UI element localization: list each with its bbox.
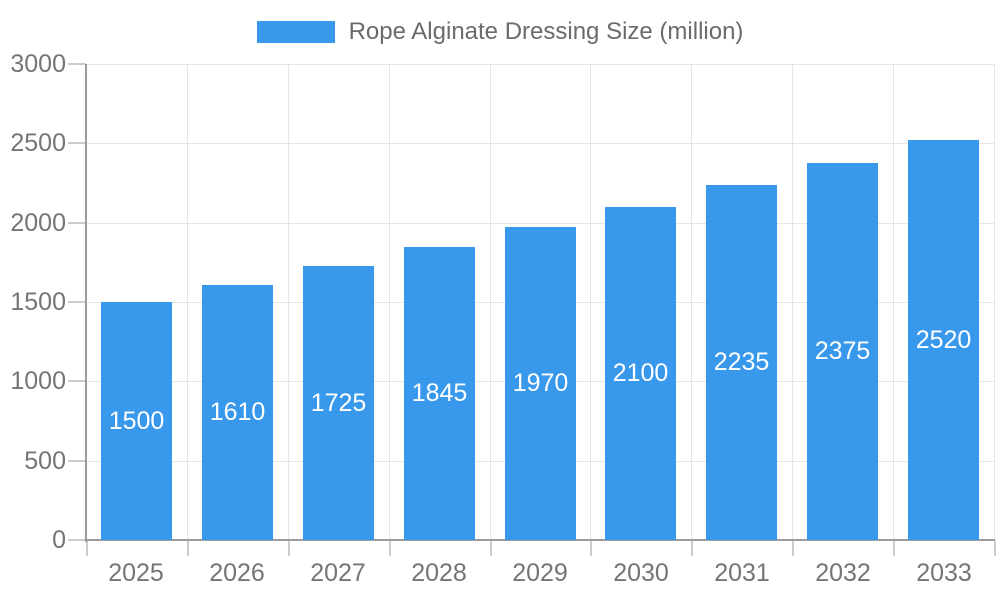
y-axis-label: 3000 bbox=[10, 50, 66, 78]
y-axis-tick bbox=[68, 222, 86, 224]
bar[interactable]: 2375 bbox=[807, 163, 878, 540]
x-gridline bbox=[288, 64, 289, 540]
x-gridline bbox=[490, 64, 491, 540]
bar[interactable]: 1500 bbox=[101, 302, 172, 540]
bar-value-label: 2375 bbox=[814, 337, 871, 365]
legend-swatch bbox=[256, 21, 335, 43]
x-axis-tick bbox=[288, 541, 290, 556]
x-axis-label: 2025 bbox=[108, 559, 164, 587]
y-axis-tick bbox=[68, 142, 86, 144]
bar-value-label: 2520 bbox=[915, 325, 972, 354]
y-gridline bbox=[86, 143, 994, 144]
y-axis-tick bbox=[68, 460, 86, 462]
bar[interactable]: 1610 bbox=[202, 285, 273, 540]
x-axis-tick bbox=[187, 541, 189, 556]
y-axis-label: 0 bbox=[52, 526, 66, 554]
x-axis-tick bbox=[590, 541, 592, 556]
y-axis-tick bbox=[68, 380, 86, 382]
x-axis-label: 2030 bbox=[613, 559, 669, 587]
bar-value-label: 2235 bbox=[713, 348, 770, 376]
y-axis-line bbox=[85, 64, 87, 542]
x-axis-tick bbox=[994, 541, 996, 556]
bar-value-label: 1610 bbox=[209, 398, 266, 426]
x-axis-label: 2029 bbox=[512, 559, 568, 587]
y-axis-tick bbox=[68, 63, 86, 65]
y-axis-label: 500 bbox=[24, 447, 66, 475]
bar[interactable]: 2100 bbox=[605, 207, 676, 540]
x-axis-label: 2032 bbox=[815, 559, 871, 587]
x-axis-tick bbox=[893, 541, 895, 556]
x-axis-label: 2026 bbox=[209, 559, 265, 587]
legend-label: Rope Alginate Dressing Size (million) bbox=[348, 18, 744, 45]
x-axis-label: 2028 bbox=[411, 559, 467, 587]
bar-value-label: 1970 bbox=[512, 369, 569, 397]
x-gridline bbox=[792, 64, 793, 540]
y-axis-tick bbox=[68, 301, 86, 303]
bar[interactable]: 1845 bbox=[404, 247, 475, 540]
y-axis-label: 1500 bbox=[10, 288, 66, 316]
y-axis-label: 1000 bbox=[10, 367, 66, 395]
bar[interactable]: 1970 bbox=[505, 227, 576, 540]
bar-value-label: 1500 bbox=[108, 406, 165, 435]
x-axis-tick bbox=[389, 541, 391, 556]
y-axis-label: 2500 bbox=[10, 129, 66, 157]
chart-legend[interactable]: Rope Alginate Dressing Size (million) bbox=[0, 17, 1000, 47]
x-gridline bbox=[994, 64, 995, 540]
x-gridline bbox=[893, 64, 894, 540]
x-axis-label: 2027 bbox=[310, 559, 366, 587]
x-gridline bbox=[389, 64, 390, 540]
y-gridline bbox=[86, 64, 994, 65]
x-axis-label: 2031 bbox=[714, 559, 770, 587]
x-gridline bbox=[590, 64, 591, 540]
x-axis-label: 2033 bbox=[916, 559, 972, 587]
x-axis-tick bbox=[691, 541, 693, 556]
x-axis-tick bbox=[792, 541, 794, 556]
x-gridline bbox=[187, 64, 188, 540]
x-axis-line bbox=[85, 539, 995, 541]
bar[interactable]: 2520 bbox=[908, 140, 979, 540]
bar-value-label: 1725 bbox=[310, 388, 367, 417]
bar[interactable]: 1725 bbox=[303, 266, 374, 540]
x-axis-tick bbox=[490, 541, 492, 556]
bar[interactable]: 2235 bbox=[706, 185, 777, 540]
y-axis-label: 2000 bbox=[10, 209, 66, 237]
bar-value-label: 2100 bbox=[612, 359, 669, 387]
y-gridline bbox=[86, 223, 994, 224]
bar-value-label: 1845 bbox=[411, 379, 468, 407]
y-axis-tick bbox=[68, 539, 86, 541]
x-axis-tick bbox=[86, 541, 88, 556]
x-gridline bbox=[691, 64, 692, 540]
